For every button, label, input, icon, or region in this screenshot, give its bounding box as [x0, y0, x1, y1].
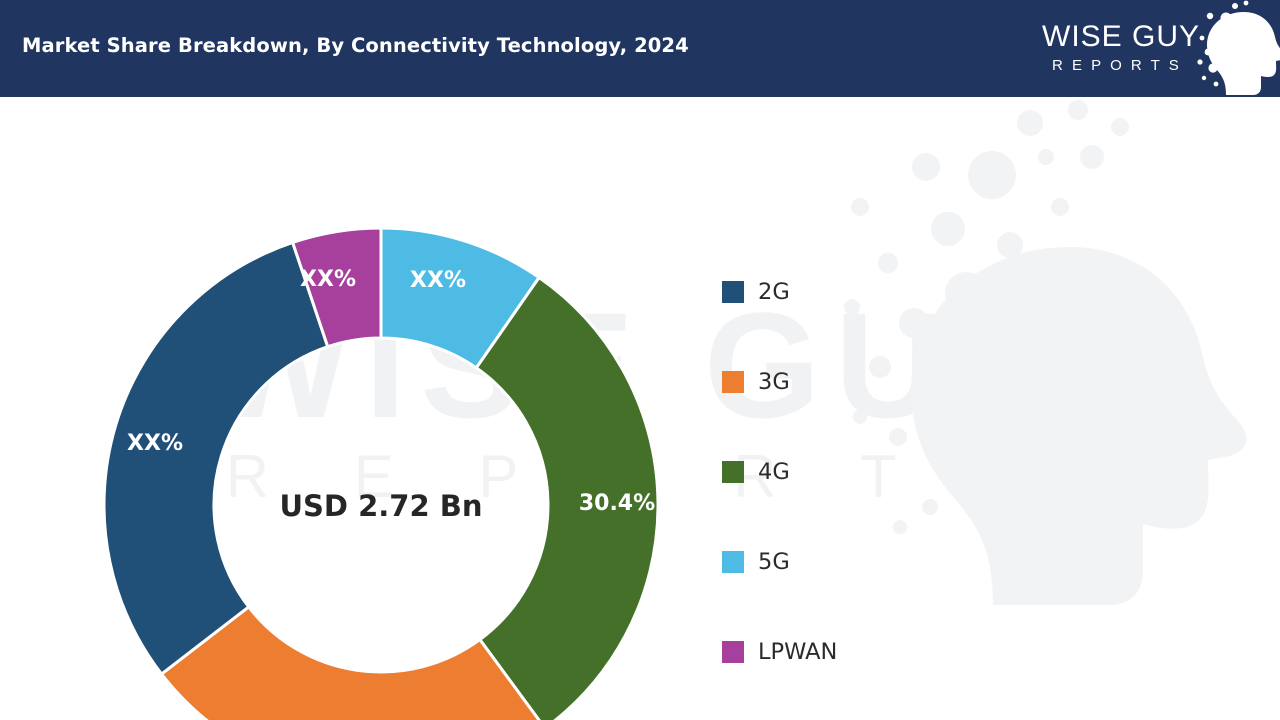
header-bar: Market Share Breakdown, By Connectivity … [0, 0, 1280, 97]
logo-wordmark-secondary: R E P O R T S [1052, 57, 1181, 74]
donut-label-5g: XX% [410, 268, 466, 293]
legend-swatch-icon [722, 551, 744, 573]
donut-slice-2g[interactable] [102, 240, 330, 677]
legend-item-4g[interactable]: 4G [722, 427, 982, 517]
legend-item-3g[interactable]: 3G [722, 337, 982, 427]
center-total-value: USD 2.72 Bn [280, 489, 483, 523]
legend-swatch-icon [722, 281, 744, 303]
legend-item-label: 2G [758, 279, 790, 305]
legend-item-label: 4G [758, 459, 790, 485]
legend-item-5g[interactable]: 5G [722, 517, 982, 607]
legend-swatch-icon [722, 461, 744, 483]
donut-slice-group[interactable] [102, 226, 660, 720]
donut-label-2g: XX% [127, 431, 183, 456]
donut-slice-4g[interactable] [474, 275, 660, 720]
donut-slice-lpwan[interactable] [290, 226, 383, 349]
head-silhouette-icon [1197, 0, 1280, 95]
donut-label-4g: 30.4% [579, 491, 655, 516]
wise-guy-reports-logo: WISE GUY R E P O R T S [1030, 0, 1280, 97]
page-title: Market Share Breakdown, By Connectivity … [22, 34, 689, 57]
logo-svg: WISE GUY R E P O R T S [1042, 0, 1280, 95]
donut-chart: XX%30.4%XX%XX%XX% USD 2.72 Bn [102, 226, 660, 720]
legend-item-label: LPWAN [758, 639, 838, 665]
donut-data-label-group: XX%30.4%XX%XX%XX% [127, 267, 655, 516]
legend: 2G 3G 4G 5G LPWAN [722, 247, 982, 697]
legend-swatch-icon [722, 641, 744, 663]
logo-wordmark-primary: WISE GUY [1042, 20, 1200, 53]
legend-item-2g[interactable]: 2G [722, 247, 982, 337]
legend-item-label: 3G [758, 369, 790, 395]
donut-label-lpwan: XX% [300, 267, 356, 292]
legend-item-lpwan[interactable]: LPWAN [722, 607, 982, 697]
legend-swatch-icon [722, 371, 744, 393]
chart-area: WISE GUY R E P O R T S XX%30.4%XX%XX%XX%… [0, 97, 1280, 720]
donut-slice-3g[interactable] [159, 604, 545, 720]
legend-item-label: 5G [758, 549, 790, 575]
